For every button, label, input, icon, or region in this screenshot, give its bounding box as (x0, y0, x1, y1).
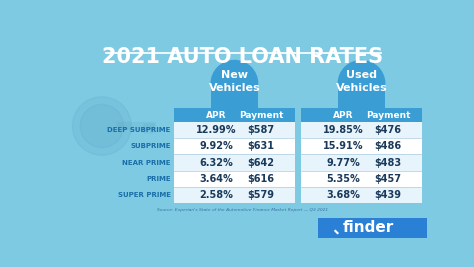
FancyBboxPatch shape (301, 155, 422, 171)
Text: $486: $486 (374, 142, 401, 151)
Text: $476: $476 (374, 125, 401, 135)
Circle shape (73, 97, 131, 155)
Text: 3.68%: 3.68% (327, 190, 360, 200)
Text: NEAR PRIME: NEAR PRIME (122, 160, 171, 166)
Text: 5.35%: 5.35% (327, 174, 360, 184)
Text: $457: $457 (374, 174, 401, 184)
FancyBboxPatch shape (301, 187, 422, 203)
Text: 3.64%: 3.64% (200, 174, 233, 184)
FancyBboxPatch shape (301, 108, 422, 122)
Text: 15.91%: 15.91% (323, 142, 364, 151)
Circle shape (80, 104, 124, 148)
Text: 2021 AUTO LOAN RATES: 2021 AUTO LOAN RATES (102, 47, 383, 67)
FancyBboxPatch shape (301, 122, 422, 138)
Text: 12.99%: 12.99% (196, 125, 237, 135)
Text: SUPER PRIME: SUPER PRIME (118, 192, 171, 198)
Text: $439: $439 (374, 190, 401, 200)
FancyBboxPatch shape (301, 108, 422, 122)
Text: finder: finder (343, 220, 394, 235)
FancyBboxPatch shape (174, 171, 295, 187)
Text: Payment: Payment (366, 111, 410, 120)
Text: 6.32%: 6.32% (200, 158, 233, 168)
Text: $631: $631 (247, 142, 274, 151)
FancyBboxPatch shape (301, 171, 422, 187)
Text: PRIME: PRIME (146, 176, 171, 182)
FancyBboxPatch shape (338, 84, 385, 110)
FancyBboxPatch shape (174, 108, 295, 203)
Text: $483: $483 (374, 158, 401, 168)
FancyBboxPatch shape (211, 84, 258, 110)
Text: Used
Vehicles: Used Vehicles (336, 70, 387, 93)
Circle shape (211, 61, 258, 107)
Text: 2.58%: 2.58% (200, 190, 233, 200)
Circle shape (338, 61, 385, 107)
FancyBboxPatch shape (174, 122, 295, 138)
FancyBboxPatch shape (174, 138, 295, 155)
FancyBboxPatch shape (318, 218, 427, 238)
Text: Payment: Payment (239, 111, 283, 120)
Text: $587: $587 (247, 125, 274, 135)
FancyBboxPatch shape (301, 138, 422, 155)
Text: APR: APR (333, 111, 354, 120)
Text: DEEP SUBPRIME: DEEP SUBPRIME (108, 127, 171, 133)
Text: SUBPRIME: SUBPRIME (130, 143, 171, 149)
FancyBboxPatch shape (174, 108, 295, 122)
FancyBboxPatch shape (174, 187, 295, 203)
FancyBboxPatch shape (301, 108, 422, 203)
Text: 9.92%: 9.92% (200, 142, 233, 151)
Text: 9.77%: 9.77% (327, 158, 360, 168)
FancyBboxPatch shape (174, 155, 295, 171)
FancyBboxPatch shape (174, 108, 295, 122)
Text: $579: $579 (247, 190, 274, 200)
Text: Source: Experian's State of the Automotive Finance Market Report — Q3 2021: Source: Experian's State of the Automoti… (157, 208, 328, 212)
Text: 19.85%: 19.85% (323, 125, 364, 135)
Text: $616: $616 (247, 174, 274, 184)
Text: APR: APR (206, 111, 227, 120)
Text: $642: $642 (247, 158, 274, 168)
Text: New
Vehicles: New Vehicles (209, 70, 260, 93)
